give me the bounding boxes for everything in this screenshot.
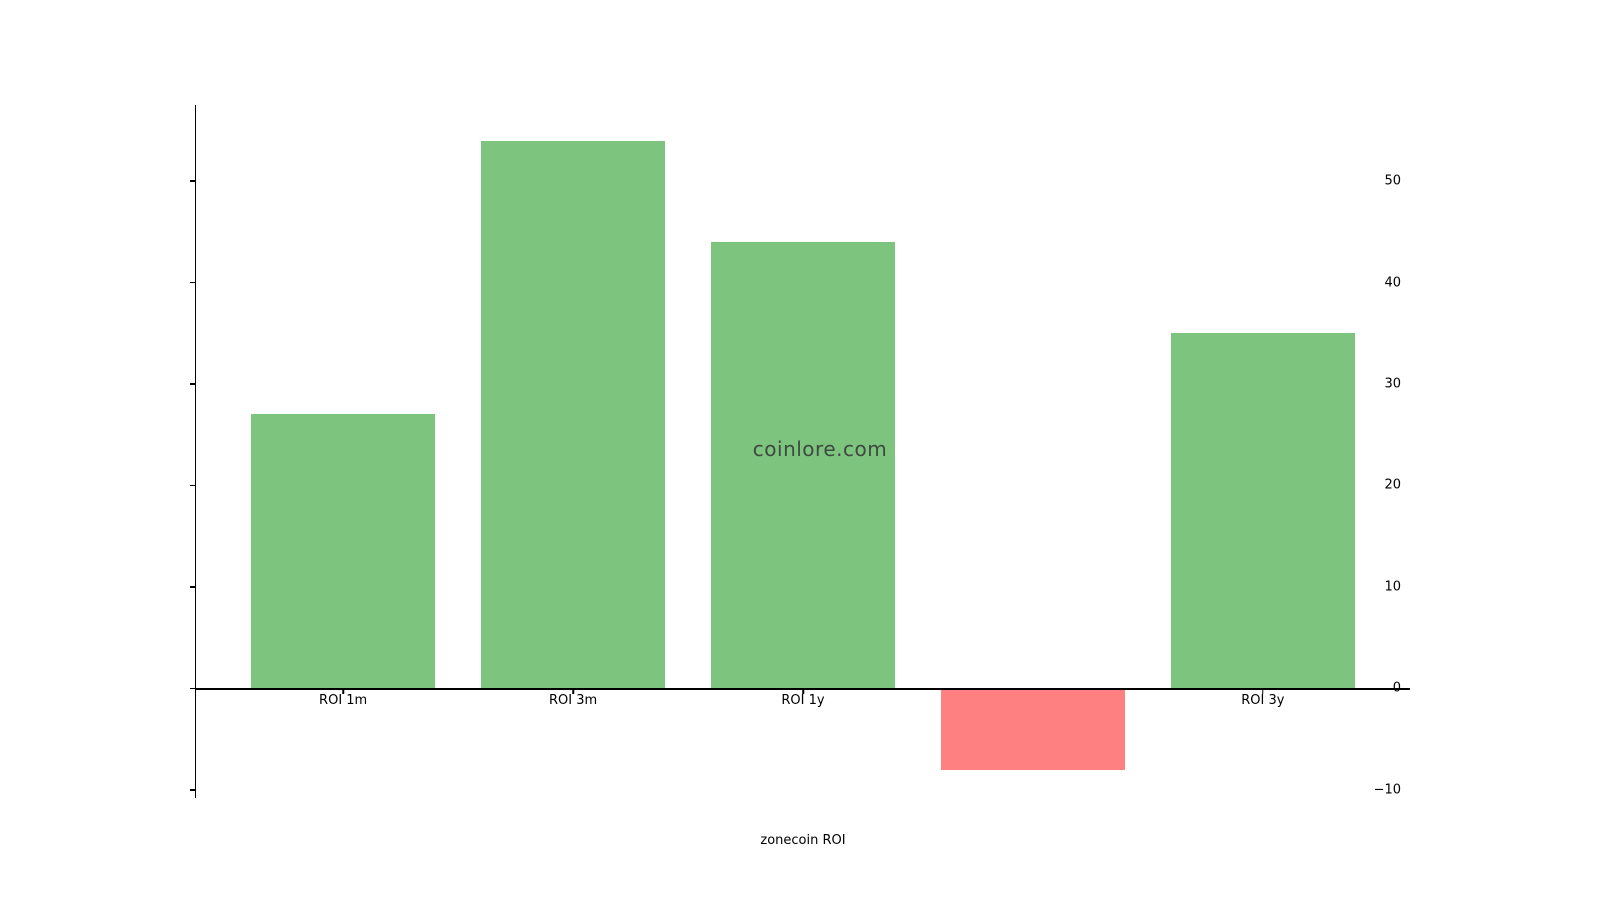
y-tick-label: 30 (1384, 376, 1401, 392)
x-tick-label: ROI 1m (319, 692, 368, 708)
watermark: coinlore.com (752, 437, 888, 461)
y-tick-mark (189, 789, 195, 791)
x-axis-line (196, 688, 1410, 690)
bar-roi-3m (481, 140, 666, 689)
y-tick-mark (189, 281, 195, 284)
y-tick-label: 50 (1384, 173, 1401, 189)
y-tick-mark (189, 687, 195, 690)
y-tick-mark (189, 586, 195, 588)
x-tick-mark (1262, 689, 1264, 695)
x-tick-mark (802, 689, 804, 695)
y-tick-label: −10 (1373, 782, 1401, 798)
y-axis-spine (194, 105, 196, 798)
x-tick-mark (342, 689, 344, 695)
x-tick-label: ROI 3y (1241, 692, 1285, 708)
x-axis-title: zonecoin ROI (760, 833, 846, 848)
y-tick-mark (189, 383, 195, 385)
y-tick-mark (189, 180, 195, 182)
x-tick-mark (572, 689, 574, 695)
y-tick-label: 10 (1384, 579, 1401, 595)
x-tick-label: ROI 1y (781, 692, 825, 708)
bar-roi-1m (251, 414, 436, 689)
bar-roi-1y (711, 241, 895, 689)
bar-roi-3y (1170, 333, 1355, 689)
y-tick-mark (189, 484, 195, 487)
y-tick-label: 40 (1384, 275, 1401, 291)
x-tick-label: ROI 3m (548, 692, 598, 708)
y-tick-label: 20 (1384, 477, 1401, 493)
bar-roi-3 (940, 688, 1125, 770)
